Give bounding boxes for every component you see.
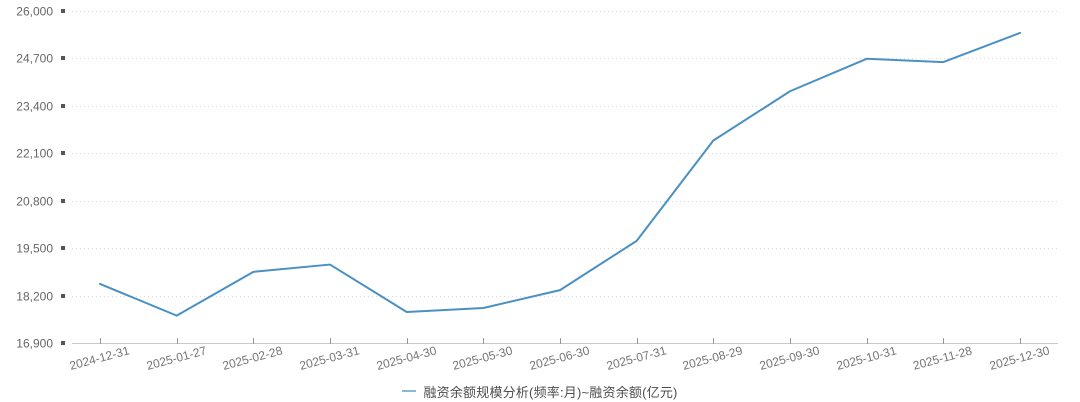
y-tick-label: 20,800 bbox=[16, 195, 53, 209]
series-line-financing-balance[interactable] bbox=[99, 31, 1021, 317]
chart-legend-item[interactable]: 融资余额规模分析(频率:月)~融资余额(亿元) bbox=[0, 381, 1080, 401]
y-tick-label: 16,900 bbox=[16, 337, 53, 351]
y-tick-label: 23,400 bbox=[16, 100, 53, 114]
x-tick-label: 2025-07-31 bbox=[605, 343, 668, 372]
y-tick-marker bbox=[61, 9, 65, 13]
x-tick-label: 2025-01-27 bbox=[145, 343, 208, 372]
x-tick-label: 2025-05-30 bbox=[451, 343, 514, 372]
y-tick-label: 24,700 bbox=[16, 52, 53, 66]
y-tick-label: 19,500 bbox=[16, 242, 53, 256]
y-tick-marker bbox=[61, 294, 65, 298]
y-tick-marker bbox=[61, 56, 65, 60]
x-tick-label: 2025-10-31 bbox=[835, 343, 898, 372]
x-tick-label: 2025-09-30 bbox=[758, 343, 821, 372]
y-tick-marker bbox=[61, 199, 65, 203]
y-tick-marker bbox=[61, 104, 65, 108]
x-tick-label: 2025-11-28 bbox=[911, 343, 973, 372]
x-tick-label: 2025-06-30 bbox=[528, 343, 591, 372]
y-tick-label: 18,200 bbox=[16, 290, 53, 304]
x-tick-label: 2024-12-31 bbox=[68, 343, 131, 372]
x-tick-label: 2025-08-29 bbox=[681, 343, 744, 372]
y-tick-marker bbox=[61, 341, 65, 345]
y-tick-label: 26,000 bbox=[16, 5, 53, 19]
y-tick-marker bbox=[61, 151, 65, 155]
legend-line-marker-icon bbox=[402, 390, 417, 392]
x-tick-label: 2025-02-28 bbox=[221, 343, 284, 372]
chart-canvas: 16,900 18,200 19,500 20,800 22,100 23,400 24,7… bbox=[16, 5, 1058, 373]
x-tick-label: 2025-03-31 bbox=[298, 343, 361, 372]
y-tick-label: 22,100 bbox=[16, 147, 53, 161]
x-tick-label: 2025-04-30 bbox=[375, 343, 438, 372]
x-tick-label: 2025-12-30 bbox=[988, 343, 1051, 372]
legend-label: 融资余额规模分析(频率:月)~融资余额(亿元) bbox=[423, 384, 678, 400]
y-tick-marker bbox=[61, 246, 65, 250]
